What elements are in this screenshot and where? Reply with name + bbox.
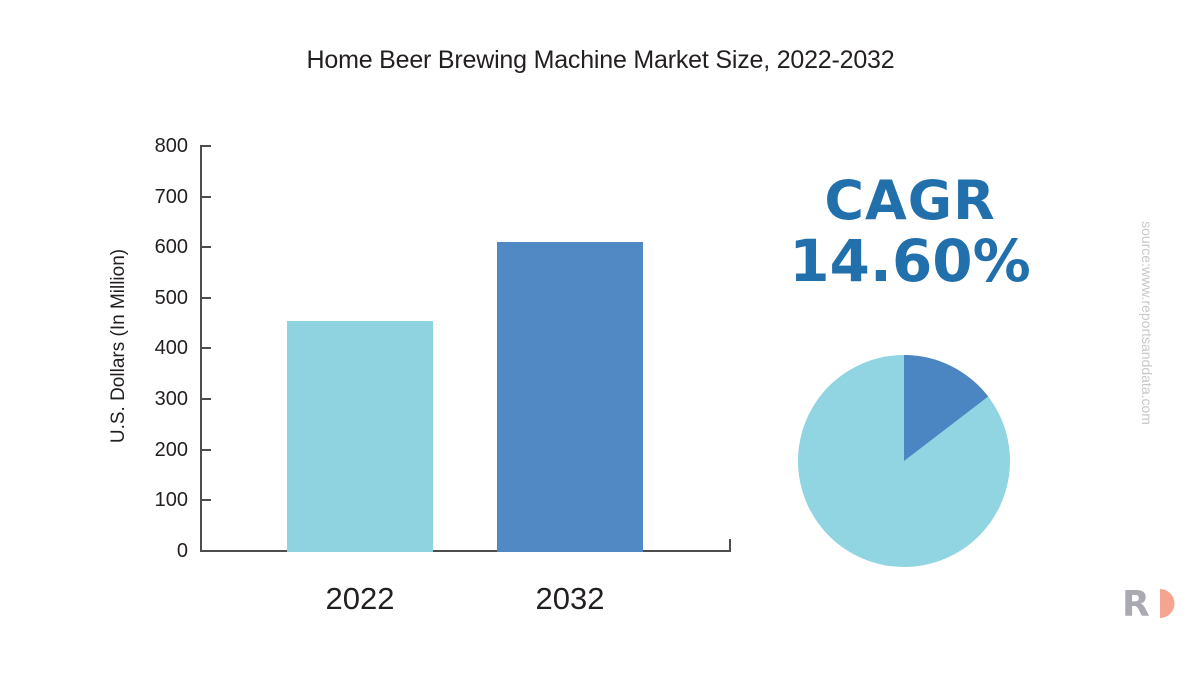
x-tick-label-2022: 2022 <box>325 581 395 616</box>
y-tick-mark-700 <box>200 196 211 198</box>
y-tick-mark-0 <box>200 550 211 552</box>
logo-letter-r: R <box>1122 586 1150 620</box>
y-tick-label-500: 500 <box>154 287 188 309</box>
cagr-value: 14.60% <box>789 227 1031 296</box>
cagr-pie-chart <box>798 355 1010 567</box>
bar-2022 <box>287 320 433 552</box>
y-tick-label-800: 800 <box>154 135 188 157</box>
y-tick-mark-400 <box>200 347 211 349</box>
y-tick-mark-500 <box>200 297 211 299</box>
y-tick-mark-600 <box>200 246 211 248</box>
y-tick-label-700: 700 <box>154 186 188 208</box>
brand-logo: R <box>1122 586 1175 620</box>
y-tick-label-200: 200 <box>154 439 188 461</box>
y-tick-label-600: 600 <box>154 236 188 258</box>
x-tick-label-2032: 2032 <box>535 581 605 616</box>
y-tick-label-300: 300 <box>154 388 188 410</box>
x-axis-endcap <box>729 539 731 551</box>
cagr-callout: CAGR 14.60% <box>770 169 1050 296</box>
y-axis-tick-labels: 800 700 600 500 400 300 200 100 0 <box>128 0 188 674</box>
y-tick-label-0: 0 <box>176 540 188 562</box>
y-tick-mark-100 <box>200 499 211 501</box>
bar-2032 <box>497 242 643 552</box>
pie-slice-highlight <box>904 355 989 461</box>
y-axis-title: U.S. Dollars (In Million) <box>108 248 129 444</box>
y-tick-mark-200 <box>200 449 211 451</box>
x-axis-line <box>200 550 731 552</box>
cagr-label: CAGR <box>824 169 996 232</box>
y-tick-label-400: 400 <box>154 337 188 359</box>
y-tick-label-100: 100 <box>154 489 188 511</box>
logo-letter-d <box>1160 589 1175 618</box>
y-tick-mark-800 <box>200 145 211 147</box>
y-tick-mark-300 <box>200 398 211 400</box>
bar-chart: 800 700 600 500 400 300 200 100 0 U.S. D… <box>108 0 731 674</box>
page-title: Home Beer Brewing Machine Market Size, 2… <box>306 46 895 74</box>
source-watermark: source:www.reportsanddata.com <box>1139 221 1155 425</box>
